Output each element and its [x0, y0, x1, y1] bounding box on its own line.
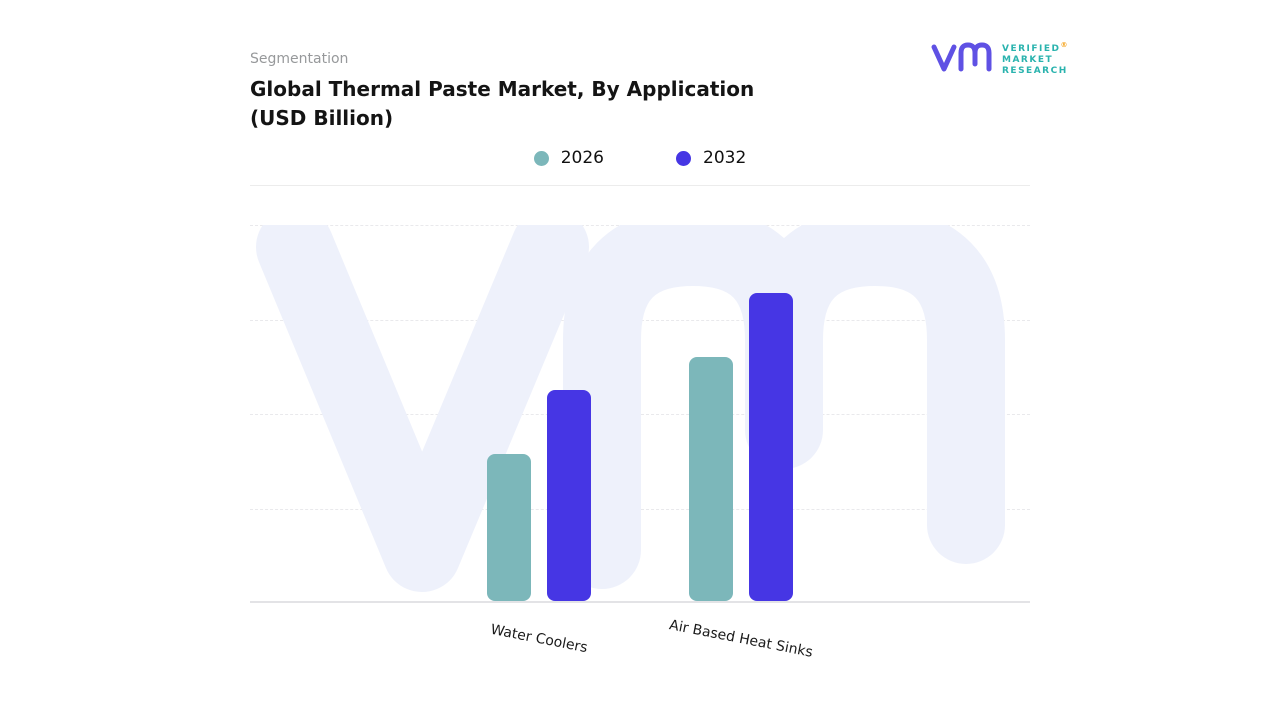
- bar-2032-air-based-heat-sinks: [749, 293, 793, 601]
- vmr-logo-mark-icon: [931, 42, 992, 72]
- x-axis-line: [250, 601, 1030, 603]
- legend-item-2026[interactable]: 2026: [533, 148, 604, 168]
- bars-layer: [250, 225, 1030, 603]
- legend-label-2032: 2032: [703, 148, 747, 168]
- chart-title: Global Thermal Paste Market, By Applicat…: [250, 75, 754, 133]
- chart-title-line1: Global Thermal Paste Market, By Applicat…: [250, 77, 755, 101]
- vmr-logo-line3: RESEARCH: [1002, 65, 1068, 76]
- chart-title-line2: (USD Billion): [250, 106, 394, 130]
- legend-divider: [250, 185, 1030, 186]
- legend: 2026 2032: [250, 148, 1030, 168]
- vmr-logo: VERIFIED® MARKET RESEARCH: [930, 38, 1068, 78]
- category-label-air-based-heat-sinks: Air Based Heat Sinks: [667, 617, 815, 661]
- vmr-logo-line1: VERIFIED®: [1002, 40, 1068, 54]
- bar-2026-air-based-heat-sinks: [689, 357, 733, 601]
- vmr-logo-line2: MARKET: [1002, 54, 1054, 65]
- bar-2026-water-coolers: [487, 454, 531, 601]
- bar-2032-water-coolers: [547, 390, 591, 601]
- x-axis: Water Coolers Air Based Heat Sinks: [250, 617, 1030, 685]
- legend-item-2032[interactable]: 2032: [676, 148, 746, 168]
- plot-area: [250, 225, 1030, 603]
- vmr-logo-text: VERIFIED® MARKET RESEARCH: [1002, 40, 1068, 77]
- segmentation-eyebrow: Segmentation: [250, 51, 349, 67]
- category-label-water-coolers: Water Coolers: [489, 621, 589, 657]
- legend-dot-2032: [676, 150, 691, 166]
- legend-dot-2026: [533, 150, 549, 166]
- registered-mark: ®: [1060, 40, 1068, 49]
- legend-label-2026: 2026: [560, 148, 604, 168]
